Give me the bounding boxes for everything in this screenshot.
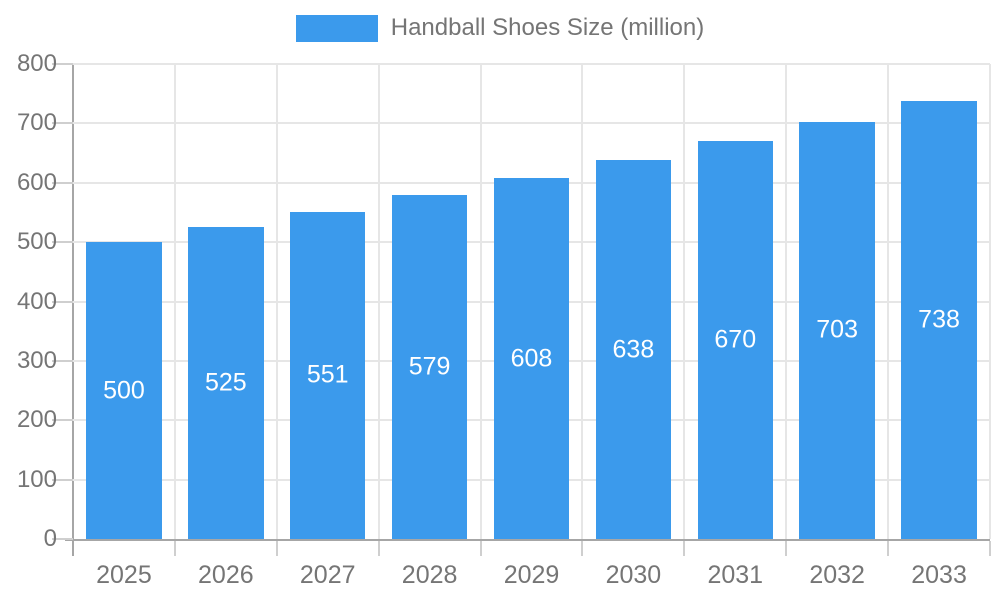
x-tick-mark [173, 541, 176, 556]
y-axis-tick-label: 200 [16, 406, 57, 434]
x-axis-tick-label: 2026 [198, 561, 254, 589]
y-axis-tick-label: 400 [16, 287, 57, 315]
bar-value-label: 703 [816, 315, 858, 344]
y-tick-mark [52, 63, 73, 65]
h-gridline [73, 122, 990, 125]
h-gridline [73, 63, 990, 65]
v-gridline [785, 64, 788, 539]
y-axis-tick-label: 500 [16, 228, 57, 256]
v-gridline [275, 64, 278, 539]
x-axis-tick-label: 2028 [401, 561, 458, 589]
y-tick-mark [52, 122, 73, 125]
y-axis-tick-label: 300 [16, 346, 57, 374]
bar[interactable]: 703 [799, 121, 875, 539]
y-axis-tick-label: 0 [43, 525, 57, 552]
bar-value-label: 500 [103, 376, 145, 405]
bar[interactable]: 579 [391, 195, 468, 539]
x-axis-tick-label: 2029 [503, 561, 560, 589]
legend-label: Handball Shoes Size (million) [390, 14, 705, 41]
x-tick-mark [887, 541, 890, 556]
x-axis-tick-label: 2033 [911, 561, 967, 589]
v-gridline [581, 64, 584, 539]
v-gridline [887, 64, 890, 539]
y-tick-mark [52, 538, 73, 540]
y-axis-tick-label: 700 [16, 109, 57, 137]
bar[interactable]: 638 [595, 160, 672, 539]
y-tick-mark [52, 241, 73, 244]
bar[interactable]: 738 [901, 100, 977, 539]
bar-value-label: 525 [204, 368, 247, 397]
x-axis: 2025 2026 2027 2028 2029 2030 2031 2032 2033 [73, 561, 990, 591]
v-gridline [683, 64, 686, 539]
bar-value-label: 551 [306, 360, 349, 389]
x-axis-ticks [72, 541, 991, 556]
y-tick-mark [52, 300, 73, 303]
x-tick-mark [377, 541, 380, 556]
legend: Handball Shoes Size (million) [0, 14, 1000, 42]
bar[interactable]: 551 [290, 211, 366, 539]
y-axis-line [72, 64, 74, 556]
x-tick-mark [581, 541, 584, 556]
bar[interactable]: 670 [697, 141, 773, 539]
x-tick-mark [785, 541, 788, 556]
x-axis-tick-label: 2025 [96, 561, 152, 589]
x-tick-mark [275, 541, 278, 556]
x-tick-mark [479, 541, 482, 556]
y-axis: 0 100 200 300 400 500 600 700 800 [0, 50, 57, 552]
bar-value-label: 579 [408, 352, 451, 381]
v-gridline [479, 64, 482, 539]
y-axis-tick-label: 600 [16, 168, 57, 196]
y-tick-mark [52, 359, 73, 362]
legend-item[interactable]: Handball Shoes Size (million) [295, 14, 705, 42]
bar-value-label: 638 [612, 335, 655, 364]
v-gridline [377, 64, 380, 539]
x-tick-mark [683, 541, 686, 556]
bar-value-label: 670 [714, 325, 757, 354]
bar-value-label: 738 [918, 305, 960, 334]
bar[interactable]: 500 [86, 242, 162, 539]
x-axis-tick-label: 2031 [707, 561, 764, 589]
legend-swatch-icon [295, 14, 378, 42]
v-gridline [173, 64, 176, 539]
y-axis-tick-label: 800 [16, 50, 57, 77]
plot-area: 500 525 551 579 608 638 670 703 738 [73, 63, 991, 539]
x-axis-tick-label: 2027 [299, 561, 356, 589]
bar[interactable]: 608 [493, 178, 570, 539]
x-axis-tick-label: 2030 [605, 561, 662, 589]
x-axis-line [65, 539, 990, 541]
y-tick-mark [52, 478, 73, 481]
y-axis-ticks [52, 63, 73, 540]
bar-value-label: 608 [510, 344, 553, 372]
x-axis-tick-label: 2032 [809, 561, 865, 589]
bar[interactable]: 525 [188, 227, 264, 539]
v-gridline [989, 64, 991, 539]
y-axis-tick-label: 100 [16, 465, 57, 493]
x-tick-mark [72, 541, 74, 556]
y-tick-mark [52, 181, 73, 184]
y-tick-mark [52, 419, 73, 422]
x-tick-mark [989, 541, 991, 556]
